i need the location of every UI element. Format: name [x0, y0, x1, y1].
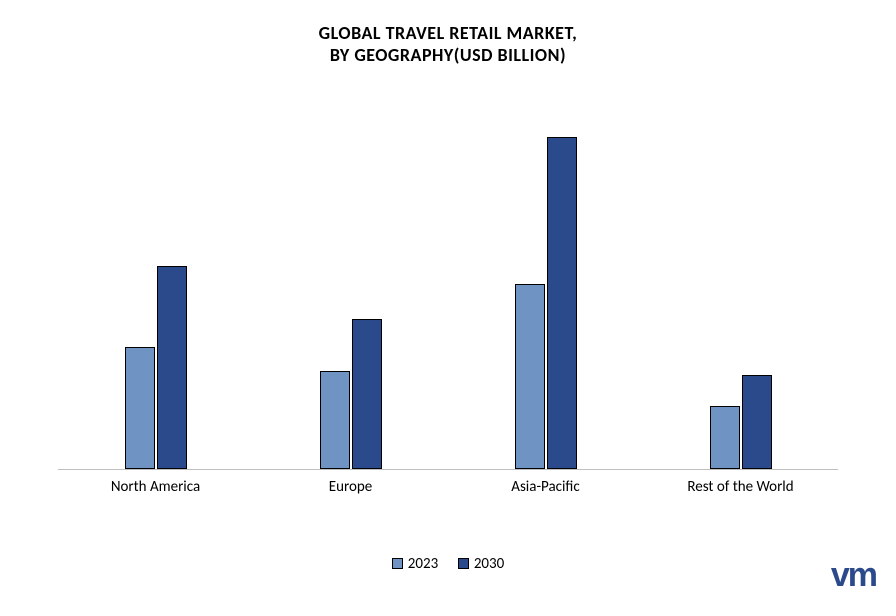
x-axis-label: Europe [253, 478, 448, 496]
legend-item-2023: 2023 [392, 555, 438, 573]
x-axis-label: Asia-Pacific [448, 478, 643, 496]
legend-label-2023: 2023 [408, 555, 438, 573]
bar [710, 406, 740, 469]
bar [157, 266, 187, 469]
bar [352, 319, 382, 470]
brand-logo: vm [831, 558, 876, 592]
x-axis-labels: North AmericaEuropeAsia-PacificRest of t… [58, 472, 838, 500]
chart-title-line1: GLOBAL TRAVEL RETAIL MARKET, [0, 22, 896, 44]
bar-group [253, 120, 448, 469]
bar [125, 347, 155, 470]
bar [515, 284, 545, 470]
x-axis-label: Rest of the World [643, 478, 838, 496]
legend-label-2030: 2030 [474, 555, 504, 573]
chart-title-line2: BY GEOGRAPHY(USD BILLION) [0, 44, 896, 66]
legend-swatch-2023 [392, 558, 403, 569]
bar [547, 137, 577, 470]
x-axis-label: North America [58, 478, 253, 496]
bar [742, 375, 772, 470]
bar-group [58, 120, 253, 469]
bar [320, 371, 350, 469]
chart-title-block: GLOBAL TRAVEL RETAIL MARKET, BY GEOGRAPH… [0, 0, 896, 66]
chart-area: North AmericaEuropeAsia-PacificRest of t… [58, 120, 838, 500]
chart-plot [58, 120, 838, 470]
chart-legend: 2023 2030 [0, 555, 896, 575]
bar-group [448, 120, 643, 469]
bar-group [643, 120, 838, 469]
legend-item-2030: 2030 [458, 555, 504, 573]
legend-swatch-2030 [458, 558, 469, 569]
